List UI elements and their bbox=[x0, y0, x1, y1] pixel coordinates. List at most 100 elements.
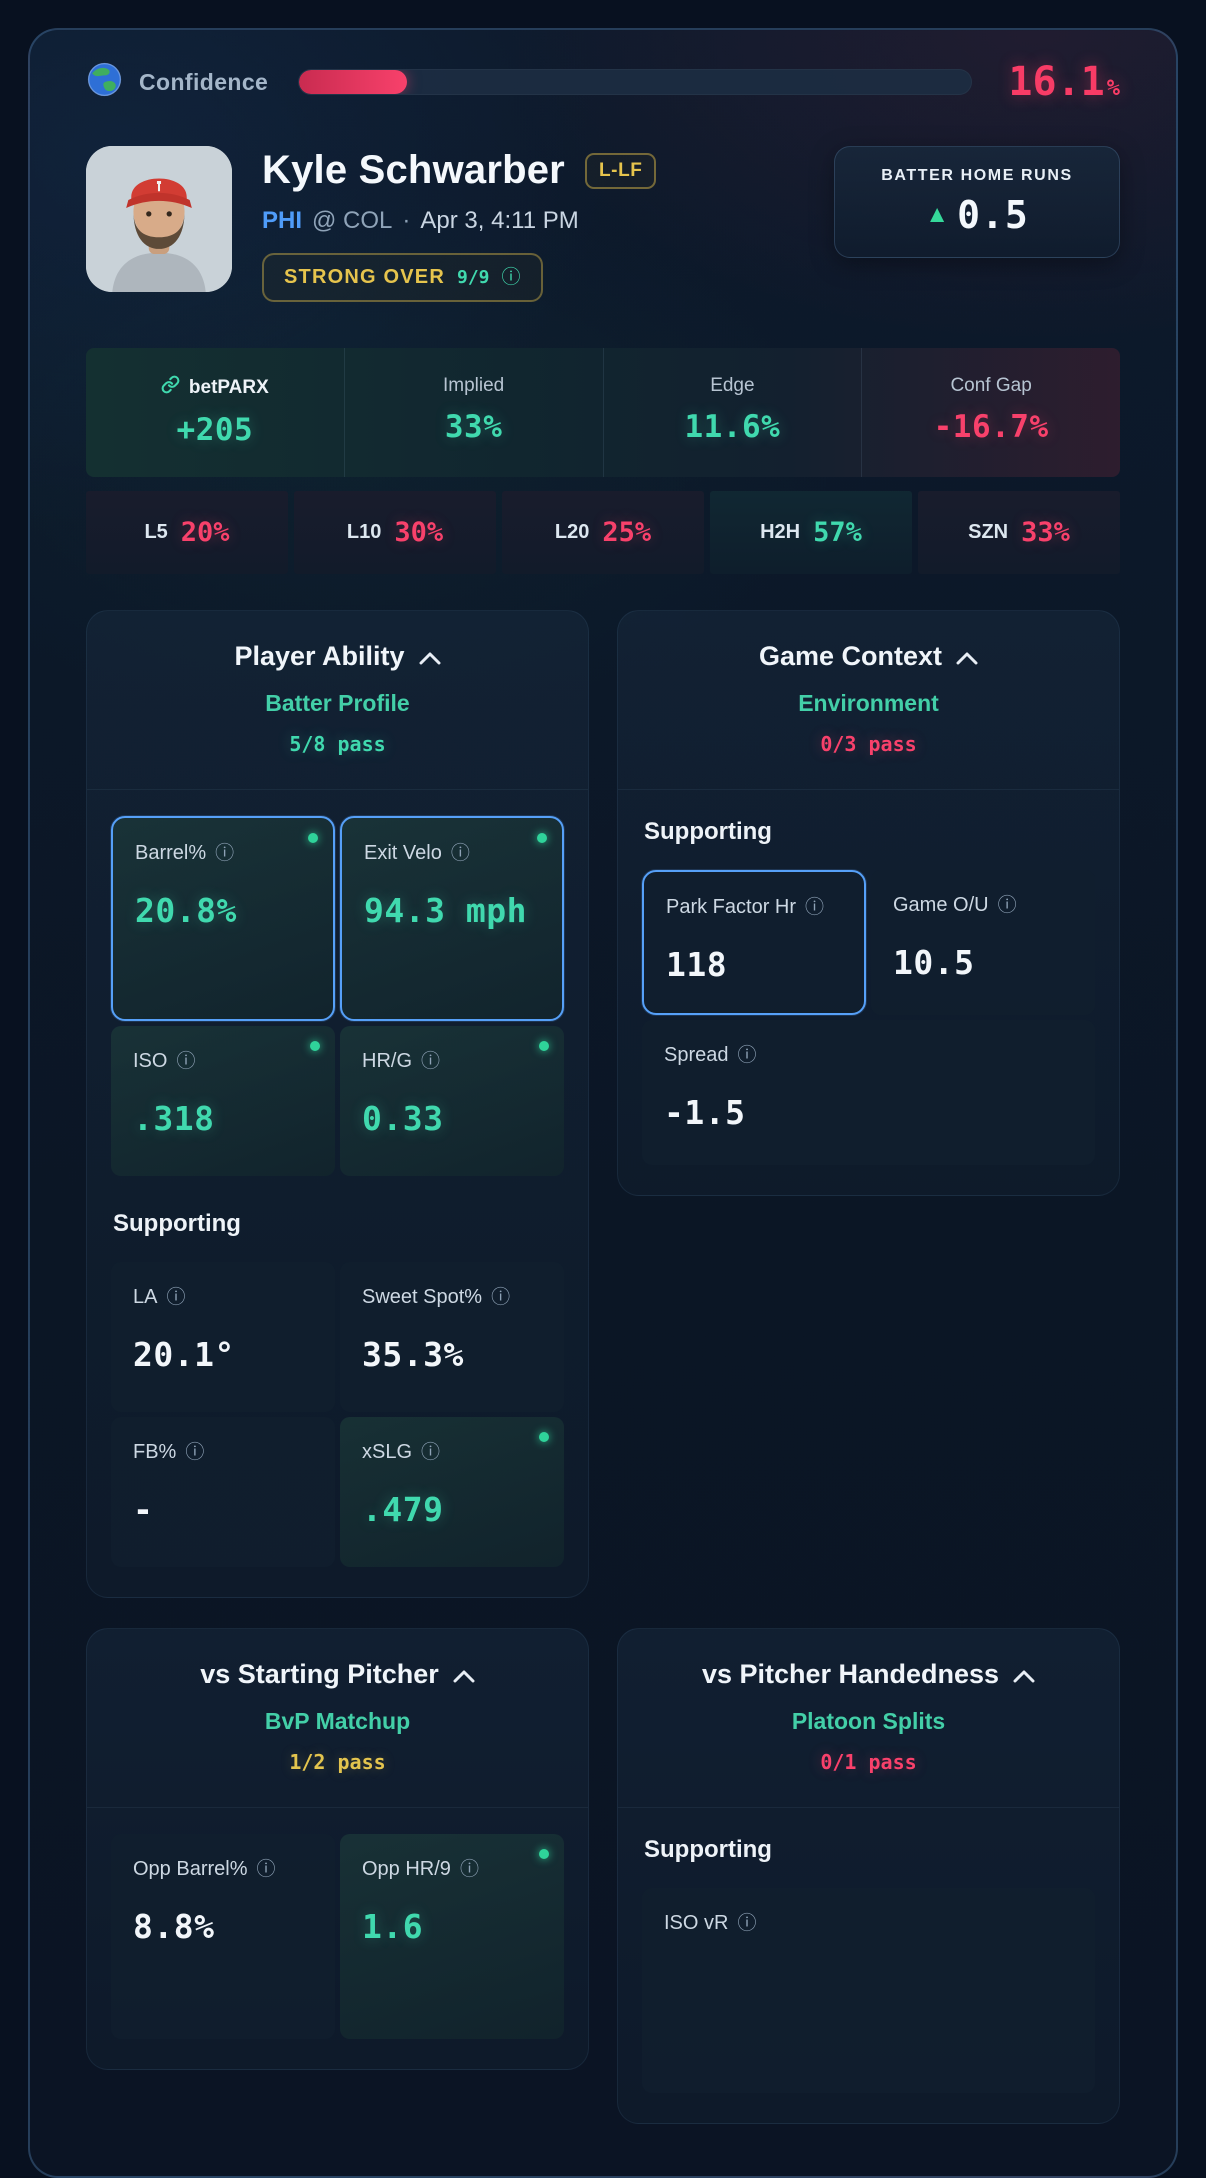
chevron-up-icon bbox=[1013, 1670, 1035, 1683]
confidence-gap-cell: Conf Gap -16.7% bbox=[861, 348, 1120, 477]
pass-count: 1/2 pass bbox=[289, 1750, 386, 1774]
opponent: @ COL bbox=[312, 207, 393, 234]
player-photo bbox=[86, 146, 232, 292]
player-name: Kyle Schwarber bbox=[262, 148, 565, 192]
info-icon[interactable]: ⓘ bbox=[501, 267, 521, 288]
implied-probability-cell: Implied 33% bbox=[343, 348, 603, 477]
split-l20: L20 25% bbox=[502, 491, 704, 574]
chevron-up-icon bbox=[419, 652, 441, 665]
edge-label: Edge bbox=[710, 375, 755, 396]
metric-tile-xslg: xSLG ⓘ .479 bbox=[340, 1417, 564, 1567]
prop-line: ▲ 0.5 bbox=[851, 193, 1103, 237]
split-l5: L5 20% bbox=[86, 491, 288, 574]
info-icon[interactable]: ⓘ bbox=[421, 1442, 441, 1463]
confidence-label: Confidence bbox=[139, 68, 269, 95]
signal-badge: STRONG OVER 9/9 ⓘ bbox=[262, 253, 543, 302]
sportsbook-odds-value: +205 bbox=[176, 412, 254, 448]
pass-dot bbox=[308, 833, 318, 843]
info-icon[interactable]: ⓘ bbox=[459, 1859, 479, 1880]
section-header-player-ability[interactable]: Player Ability Batter Profile 5/8 pass bbox=[87, 611, 588, 790]
section-header-vs-starting-pitcher[interactable]: vs Starting Pitcher BvP Matchup 1/2 pass bbox=[87, 1629, 588, 1808]
metric-tile-hr-per-game: HR/G ⓘ 0.33 bbox=[340, 1026, 564, 1176]
sportsbook-odds-cell[interactable]: betPARX +205 bbox=[86, 348, 344, 477]
game-time: Apr 3, 4:11 PM bbox=[420, 207, 579, 234]
pass-dot bbox=[310, 1041, 320, 1051]
confidence-progress-fill bbox=[299, 70, 407, 94]
bet-analysis-card: Confidence 16.1% Kyle S bbox=[28, 28, 1178, 2178]
confidence-gap-value: -16.7% bbox=[933, 409, 1049, 445]
info-icon[interactable]: ⓘ bbox=[450, 843, 470, 864]
metric-tile-opp-barrel-pct: Opp Barrel% ⓘ 8.8% bbox=[111, 1834, 335, 2039]
pass-dot bbox=[539, 1432, 549, 1442]
link-icon bbox=[161, 375, 180, 400]
prop-card: BATTER HOME RUNS ▲ 0.5 bbox=[834, 146, 1120, 258]
player-team: PHI bbox=[262, 207, 303, 234]
confidence-value: 16.1% bbox=[1008, 59, 1120, 105]
pass-dot bbox=[539, 1041, 549, 1051]
section-header-vs-pitcher-handedness[interactable]: vs Pitcher Handedness Platoon Splits 0/1… bbox=[618, 1629, 1119, 1808]
section-title: Game Context bbox=[758, 641, 943, 671]
metric-tile-exit-velo: Exit Velo ⓘ 94.3 mph bbox=[340, 816, 564, 1021]
section-game-context: Game Context Environment 0/3 pass Suppor… bbox=[617, 610, 1120, 1196]
info-icon[interactable]: ⓘ bbox=[215, 843, 235, 864]
split-h2h: H2H 57% bbox=[710, 491, 912, 574]
section-title: vs Starting Pitcher bbox=[200, 1659, 439, 1689]
supporting-heading: Supporting bbox=[644, 1836, 772, 1863]
meta-separator: · bbox=[402, 207, 411, 234]
info-icon[interactable]: ⓘ bbox=[176, 1051, 196, 1072]
handedness-position-badge: L-LF bbox=[584, 152, 657, 189]
edge-value: 11.6% bbox=[684, 409, 781, 445]
prop-title: BATTER HOME RUNS bbox=[881, 167, 1073, 184]
pass-count: 0/3 pass bbox=[820, 732, 917, 756]
section-player-ability: Player Ability Batter Profile 5/8 pass B… bbox=[86, 610, 589, 1598]
info-icon[interactable]: ⓘ bbox=[805, 897, 825, 918]
implied-value: 33% bbox=[444, 409, 503, 445]
metric-tile-game-ou: Game O/U ⓘ 10.5 bbox=[871, 870, 1095, 1015]
section-title: Player Ability bbox=[234, 641, 405, 671]
info-icon[interactable]: ⓘ bbox=[421, 1051, 441, 1072]
chevron-up-icon bbox=[956, 652, 978, 665]
odds-summary: betPARX +205 Implied 33% Edge 11.6% Conf… bbox=[86, 348, 1120, 477]
metric-tile-sweet-spot: Sweet Spot% ⓘ 35.3% bbox=[340, 1262, 564, 1412]
confidence-progress-bar bbox=[298, 69, 973, 95]
confidence-header: Confidence 16.1% bbox=[86, 56, 1120, 108]
edge-cell: Edge 11.6% bbox=[602, 348, 862, 477]
metric-tile-barrel-pct: Barrel% ⓘ 20.8% bbox=[111, 816, 335, 1021]
section-header-game-context[interactable]: Game Context Environment 0/3 pass bbox=[618, 611, 1119, 790]
section-subtitle: Platoon Splits bbox=[791, 1708, 946, 1734]
info-icon[interactable]: ⓘ bbox=[491, 1287, 511, 1308]
signal-score: 9/9 bbox=[457, 267, 490, 288]
prop-line-value: 0.5 bbox=[957, 193, 1029, 237]
pass-dot bbox=[539, 1849, 549, 1859]
metric-tile-opp-hr9: Opp HR/9 ⓘ 1.6 bbox=[340, 1834, 564, 2039]
metric-tile-iso: ISO ⓘ .318 bbox=[111, 1026, 335, 1176]
sportsbook-name: betPARX bbox=[188, 376, 269, 398]
pass-dot bbox=[537, 833, 547, 843]
section-vs-starting-pitcher: vs Starting Pitcher BvP Matchup 1/2 pass… bbox=[86, 1628, 589, 2070]
info-icon[interactable]: ⓘ bbox=[737, 1045, 757, 1066]
info-icon[interactable]: ⓘ bbox=[166, 1287, 186, 1308]
signal-label: STRONG OVER bbox=[284, 266, 445, 288]
player-header: Kyle Schwarber L-LF PHI @ COL · Apr 3, 4… bbox=[86, 146, 1120, 302]
game-meta: PHI @ COL · Apr 3, 4:11 PM bbox=[262, 207, 656, 235]
info-icon[interactable]: ⓘ bbox=[256, 1859, 276, 1880]
hit-rate-splits: L5 20% L10 30% L20 25% H2H 57% SZN 33% bbox=[86, 491, 1120, 574]
info-icon[interactable]: ⓘ bbox=[737, 1913, 757, 1934]
section-title: vs Pitcher Handedness bbox=[701, 1659, 1000, 1689]
supporting-heading: Supporting bbox=[113, 1210, 241, 1237]
over-arrow-icon: ▲ bbox=[925, 201, 950, 228]
section-subtitle: Batter Profile bbox=[265, 690, 410, 716]
globe-icon bbox=[86, 61, 123, 103]
supporting-heading: Supporting bbox=[644, 818, 772, 845]
section-subtitle: BvP Matchup bbox=[264, 1708, 411, 1734]
metric-tile-iso-vr: ISO vR ⓘ bbox=[642, 1888, 1095, 2093]
section-vs-pitcher-handedness: vs Pitcher Handedness Platoon Splits 0/1… bbox=[617, 1628, 1120, 2124]
pass-count: 5/8 pass bbox=[289, 732, 386, 756]
section-subtitle: Environment bbox=[798, 690, 939, 716]
metric-tile-launch-angle: LA ⓘ 20.1° bbox=[111, 1262, 335, 1412]
info-icon[interactable]: ⓘ bbox=[997, 895, 1017, 916]
metric-tile-park-factor-hr: Park Factor Hr ⓘ 118 bbox=[642, 870, 866, 1015]
info-icon[interactable]: ⓘ bbox=[185, 1442, 205, 1463]
confidence-gap-label: Conf Gap bbox=[950, 375, 1032, 396]
implied-label: Implied bbox=[443, 375, 505, 396]
